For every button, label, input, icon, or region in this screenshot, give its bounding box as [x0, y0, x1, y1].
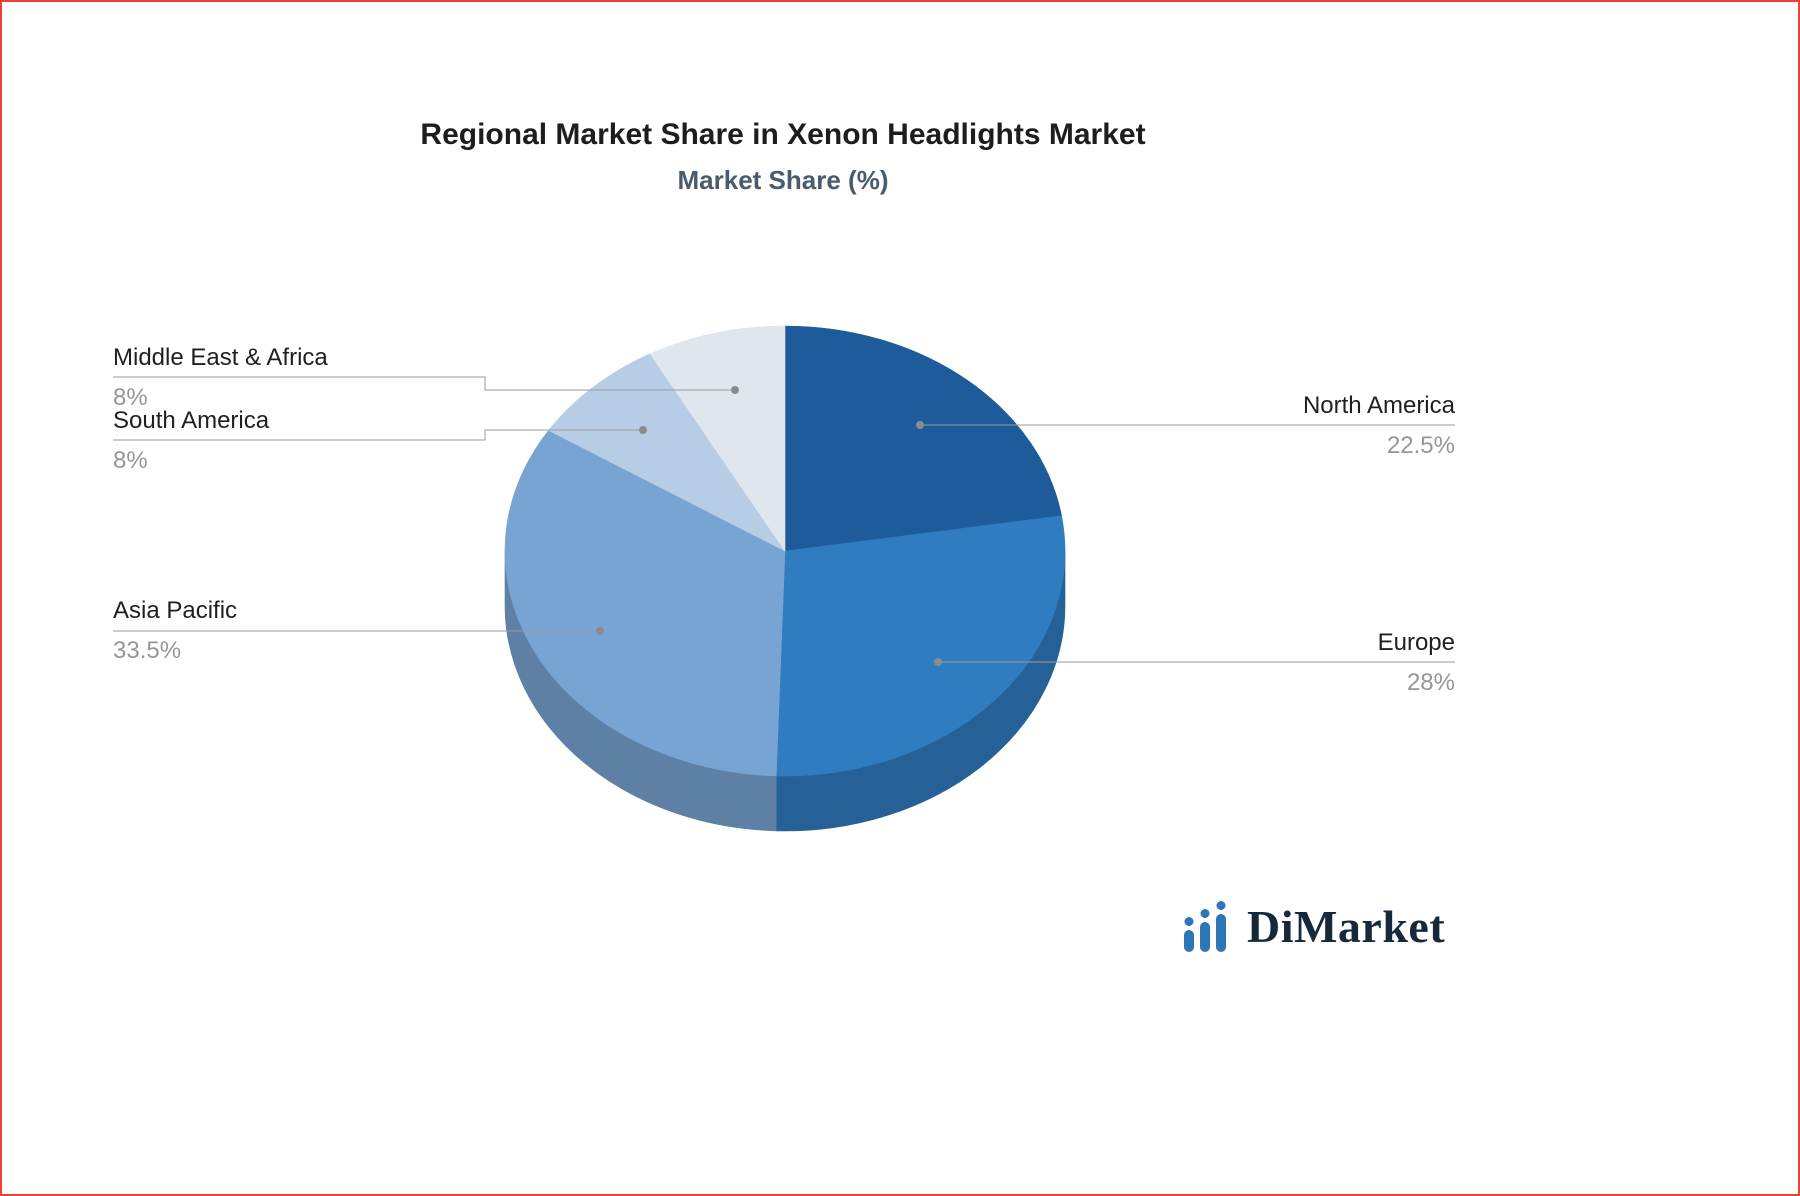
slice-value-europe: 28% — [1406, 669, 1455, 696]
slice-value-north-america: 22.5% — [1386, 432, 1455, 459]
chart-title: Regional Market Share in Xenon Headlight… — [420, 118, 1146, 151]
slice-value-south-america: 8% — [113, 447, 148, 474]
slice-value-asia-pacific: 33.5% — [113, 637, 182, 664]
leader-dot-europe — [934, 658, 942, 666]
pie-slice-europe[interactable] — [775, 515, 1066, 777]
slice-label-europe: Europe — [1377, 629, 1455, 656]
leader-dot-south-america — [639, 426, 647, 434]
logo-text: DiMarket — [1247, 900, 1446, 952]
chart-header: Regional Market Share in Xenon Headlight… — [0, 116, 1566, 196]
leader-line-middle-east-africa — [113, 376, 735, 391]
leader-dot-middle-east-africa — [731, 386, 739, 394]
slice-label-asia-pacific: Asia Pacific — [113, 597, 238, 624]
leader-dot-asia-pacific — [596, 627, 604, 635]
bar-chart-icon — [1184, 901, 1226, 952]
pie-slice-asia-pacific[interactable] — [504, 430, 786, 777]
chart-subtitle: Market Share (%) — [677, 165, 889, 195]
dimarket-logo: DiMarket — [1183, 898, 1445, 954]
leader-dot-north-america — [916, 421, 924, 429]
slice-label-middle-east-africa: Middle East & Africa — [113, 344, 328, 371]
pie-slice-middle-east-africa[interactable] — [649, 325, 786, 552]
leader-line-south-america — [113, 429, 643, 441]
pie-slice-south-america[interactable] — [548, 353, 786, 552]
slice-value-middle-east-africa: 8% — [113, 384, 148, 411]
pie-slice-north-america[interactable] — [784, 325, 1062, 552]
slice-label-north-america: North America — [1302, 392, 1455, 419]
slice-label-south-america: South America — [113, 407, 270, 434]
